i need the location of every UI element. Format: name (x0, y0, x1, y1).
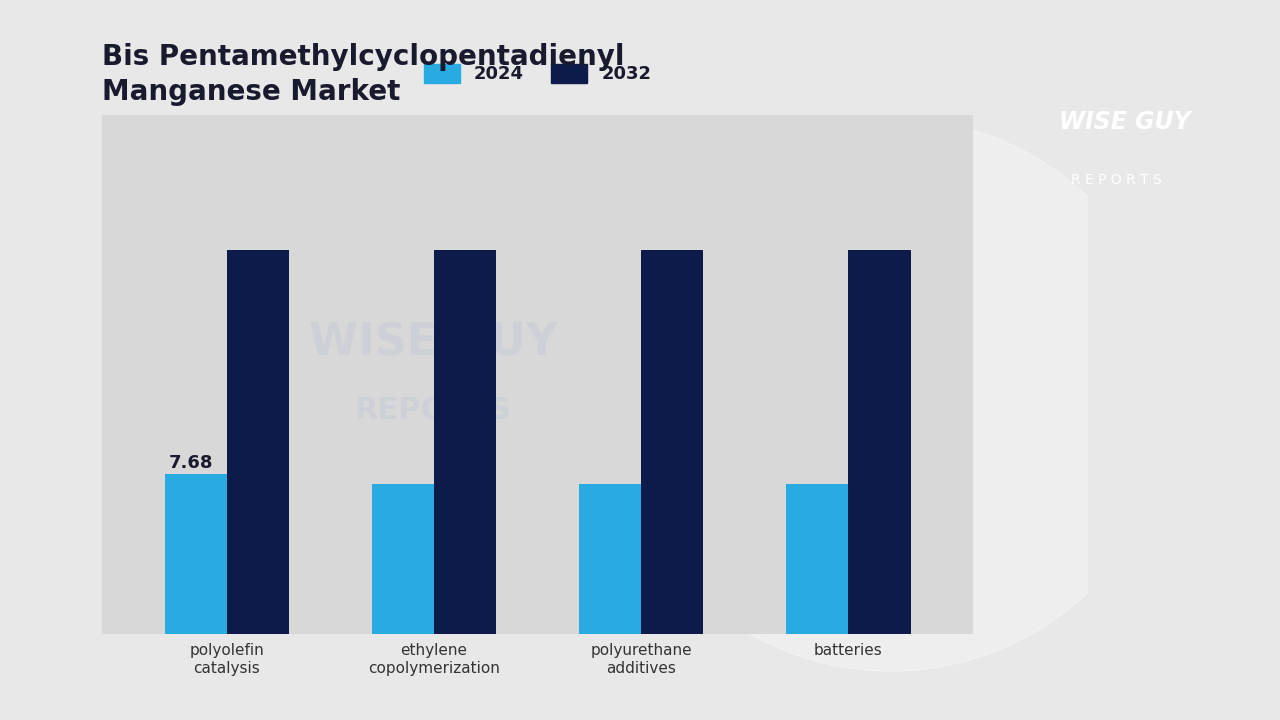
Bar (786, 485, 849, 634)
Text: WISE GUY: WISE GUY (308, 322, 558, 365)
Text: WISE GUY: WISE GUY (1060, 110, 1190, 135)
Circle shape (609, 118, 1172, 671)
Text: 7.68: 7.68 (169, 454, 214, 472)
Text: Bis Pentamethylcyclopentadienyl
Manganese Market: Bis Pentamethylcyclopentadienyl Manganes… (102, 43, 625, 106)
Bar (579, 485, 641, 634)
Bar (849, 250, 910, 634)
Bar (371, 485, 434, 634)
Legend: 2024, 2032: 2024, 2032 (416, 57, 659, 91)
Bar (165, 474, 227, 634)
Bar (227, 250, 289, 634)
Text: REPORTS: REPORTS (355, 396, 512, 426)
Bar (641, 250, 704, 634)
Text: R E P O R T S: R E P O R T S (1071, 173, 1162, 187)
Bar (434, 250, 497, 634)
